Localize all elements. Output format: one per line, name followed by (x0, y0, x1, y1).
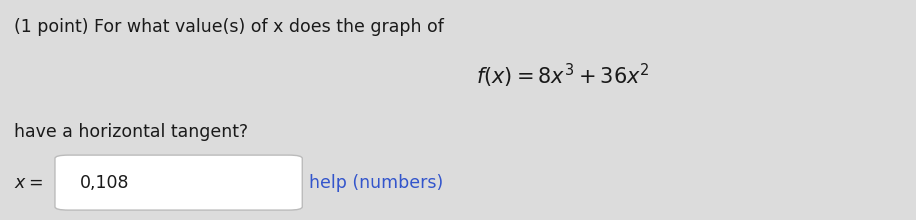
Text: (1 point) For what value(s) of x does the graph of: (1 point) For what value(s) of x does th… (14, 18, 443, 36)
FancyBboxPatch shape (55, 155, 302, 210)
Text: $x =$: $x =$ (14, 174, 43, 192)
Text: help (numbers): help (numbers) (309, 174, 443, 192)
Text: have a horizontal tangent?: have a horizontal tangent? (14, 123, 248, 141)
Text: 0,108: 0,108 (80, 174, 129, 192)
Text: $f(x) = 8x^3 + 36x^2$: $f(x) = 8x^3 + 36x^2$ (476, 62, 649, 90)
